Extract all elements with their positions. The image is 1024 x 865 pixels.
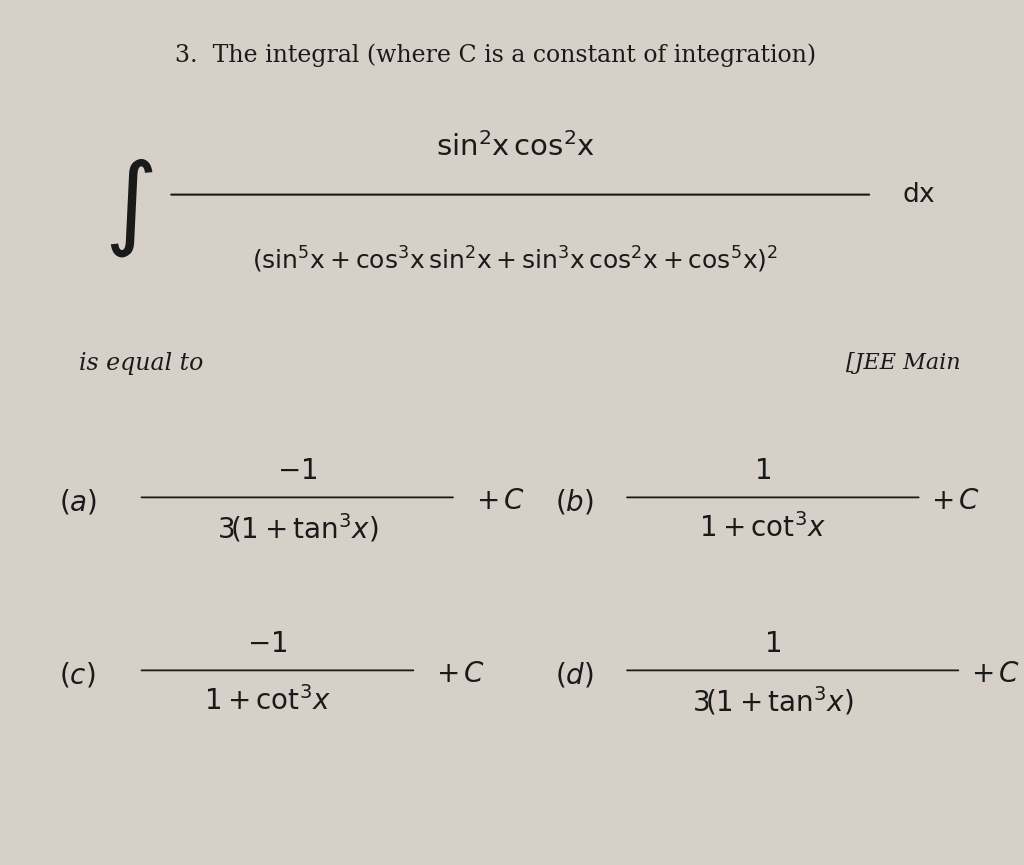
Text: $3\!\left(1+\tan^3\!x\right)$: $3\!\left(1+\tan^3\!x\right)$ [692,684,854,717]
Text: $1$: $1$ [755,458,771,485]
Text: $+\,C$: $+\,C$ [436,661,485,689]
Text: $-1$: $-1$ [248,631,288,658]
Text: $\int$: $\int$ [104,157,154,259]
Text: is equal to: is equal to [79,352,204,375]
Text: $1+\cot^3\!x$: $1+\cot^3\!x$ [204,686,331,715]
Text: $3\!\left(1+\tan^3\!x\right)$: $3\!\left(1+\tan^3\!x\right)$ [216,511,378,544]
Text: $(d)$: $(d)$ [555,660,594,689]
Text: $\mathrm{(sin^5x + cos^3x\,sin^2x + sin^3x\,cos^2x + cos^5x)^2}$: $\mathrm{(sin^5x + cos^3x\,sin^2x + sin^… [252,245,778,274]
Text: $\mathrm{sin^2x\,cos^2x}$: $\mathrm{sin^2x\,cos^2x}$ [435,132,595,162]
Text: $+\,C$: $+\,C$ [475,488,524,516]
Text: [JEE Main: [JEE Main [847,352,962,375]
Text: $-1$: $-1$ [278,458,317,485]
Text: $\mathrm{dx}$: $\mathrm{dx}$ [902,183,935,207]
Text: $(b)$: $(b)$ [555,487,594,516]
Text: $(c)$: $(c)$ [59,660,96,689]
Text: $(a)$: $(a)$ [59,487,97,516]
Text: 3.  The integral (where C is a constant of integration): 3. The integral (where C is a constant o… [175,43,816,67]
Text: $1+\cot^3\!x$: $1+\cot^3\!x$ [699,513,826,542]
Text: $1$: $1$ [764,631,781,658]
Text: $+\,C$: $+\,C$ [971,661,1020,689]
Text: $+\,C$: $+\,C$ [932,488,980,516]
